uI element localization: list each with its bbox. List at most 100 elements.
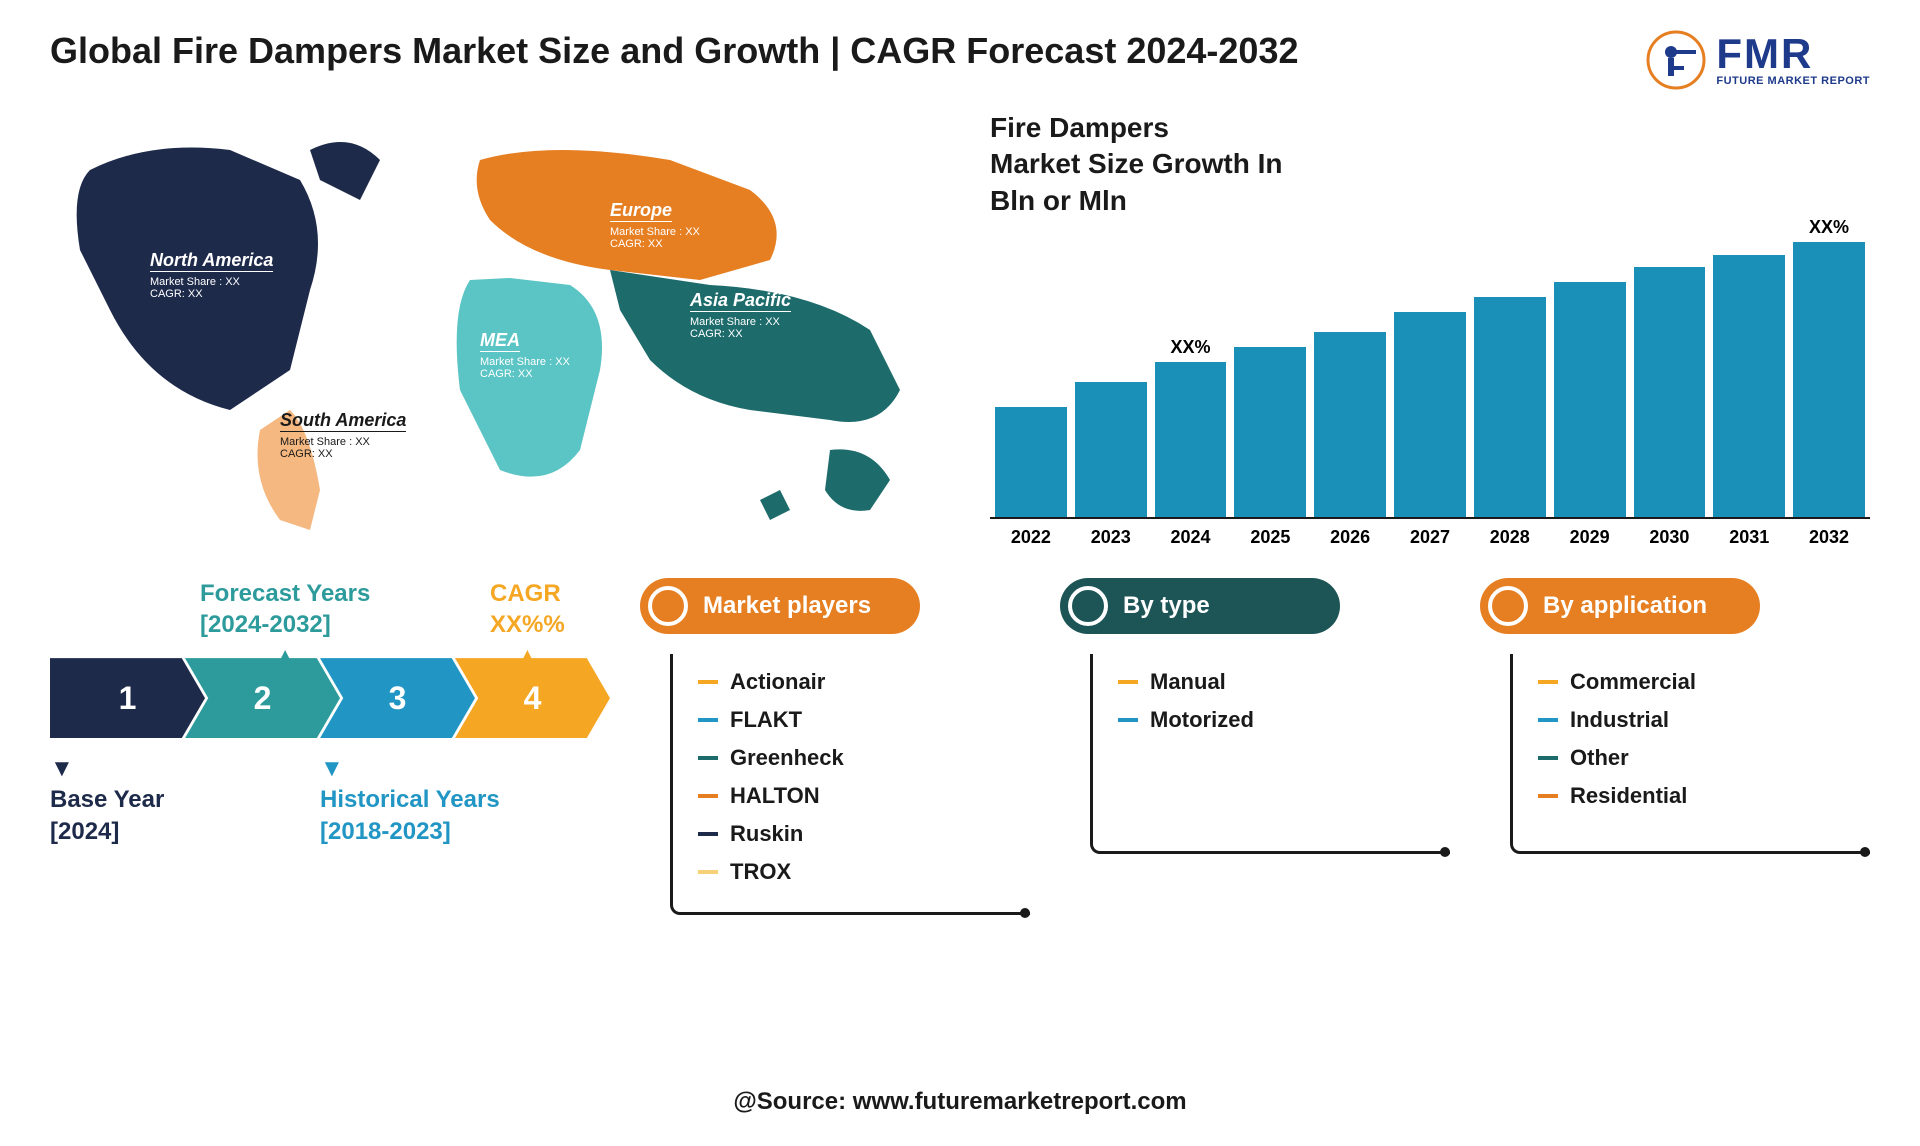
bar-2023 [1075,382,1147,517]
x-tick-2022: 2022 [995,527,1067,548]
region-label-south-america: South AmericaMarket Share : XXCAGR: XX [280,410,406,460]
bar-2031 [1713,255,1785,517]
bar-2026 [1314,332,1386,517]
swatch-icon [1538,680,1558,684]
segment-item: Other [1538,745,1870,771]
x-axis-labels: 2022202320242025202620272028202920302031… [990,519,1870,548]
pill-dot-icon [648,586,688,626]
forecast-label: Forecast Years [2024-2032] ▲ [200,578,370,672]
segments: Market players Actionair FLAKT Greenheck HAL… [640,578,1870,915]
segment-market-players: Market players Actionair FLAKT Greenheck HAL… [640,578,1030,915]
chevron-2: 2 [185,658,340,738]
segment-item: Manual [1118,669,1450,695]
x-tick-2026: 2026 [1314,527,1386,548]
bar-2022 [995,407,1067,517]
bar-rect [1554,282,1626,517]
bar-2030 [1634,267,1706,517]
bar-annotation-2024: XX% [1171,337,1211,358]
segment-item-label: Greenheck [730,745,844,771]
source-attribution: @Source: www.futuremarketreport.com [733,1088,1186,1116]
chevron-row: 1234 [50,658,610,738]
logo-icon [1646,30,1706,90]
bar-2032: XX% [1793,242,1865,517]
logo: FMR FUTURE MARKET REPORT [1646,30,1870,90]
segment-item-label: Ruskin [730,821,803,847]
segment-item: TROX [698,859,1030,885]
x-tick-2031: 2031 [1713,527,1785,548]
bar-rect [1234,347,1306,517]
region-label-mea: MEAMarket Share : XXCAGR: XX [480,330,570,380]
historical-label: ▼ Historical Years [2018-2023] [320,753,500,847]
bar-2029 [1554,282,1626,517]
logo-subtitle: FUTURE MARKET REPORT [1716,75,1870,87]
x-tick-2030: 2030 [1634,527,1706,548]
swatch-icon [1118,718,1138,722]
bar-rect [1793,242,1865,517]
segment-item-label: Actionair [730,669,825,695]
segment-item-label: FLAKT [730,707,802,733]
bar-rect [995,407,1067,517]
swatch-icon [1538,718,1558,722]
bottom-section: Forecast Years [2024-2032] ▲ CAGR XX%% ▲… [50,578,1870,915]
segment-item-label: Motorized [1150,707,1254,733]
top-section: North AmericaMarket Share : XXCAGR: XX So… [50,110,1870,548]
segment-item-label: Industrial [1570,707,1669,733]
swatch-icon [698,680,718,684]
bar-rect [1075,382,1147,517]
segment-item: Greenheck [698,745,1030,771]
world-map: North AmericaMarket Share : XXCAGR: XX So… [50,110,950,530]
bar-rect [1155,362,1227,517]
segment-item: Industrial [1538,707,1870,733]
pill-dot-icon [1068,586,1108,626]
segment-item: Actionair [698,669,1030,695]
bar-2024: XX% [1155,362,1227,517]
logo-fmr-text: FMR [1716,33,1870,75]
pill-dot-icon [1488,586,1528,626]
bar-2025 [1234,347,1306,517]
chart-title: Fire Dampers Market Size Growth In Bln o… [990,110,1870,219]
region-label-north-america: North AmericaMarket Share : XXCAGR: XX [150,250,273,300]
segment-body: Manual Motorized [1090,654,1450,854]
swatch-icon [698,794,718,798]
segment-item-label: HALTON [730,783,820,809]
bar-rect [1474,297,1546,517]
bar-2027 [1394,312,1466,517]
bar-rect [1314,332,1386,517]
region-label-europe: EuropeMarket Share : XXCAGR: XX [610,200,700,250]
segment-pill: By application [1480,578,1760,634]
segment-title: Market players [703,592,871,620]
map-svg [50,110,950,530]
x-tick-2025: 2025 [1234,527,1306,548]
region-label-asia-pacific: Asia PacificMarket Share : XXCAGR: XX [690,290,791,340]
x-tick-2028: 2028 [1474,527,1546,548]
page-title: Global Fire Dampers Market Size and Grow… [50,30,1299,72]
timeline: Forecast Years [2024-2032] ▲ CAGR XX%% ▲… [50,578,610,915]
segment-item-label: Commercial [1570,669,1696,695]
segment-item-label: Residential [1570,783,1687,809]
segment-item: Ruskin [698,821,1030,847]
segment-item: HALTON [698,783,1030,809]
chevron-1: 1 [50,658,205,738]
swatch-icon [698,756,718,760]
segment-pill: Market players [640,578,920,634]
chevron-4: 4 [455,658,610,738]
swatch-icon [1538,756,1558,760]
segment-item: Motorized [1118,707,1450,733]
base-year-label: ▼ Base Year [2024] [50,753,164,847]
bar-rect [1634,267,1706,517]
x-tick-2024: 2024 [1155,527,1227,548]
segment-item-label: TROX [730,859,791,885]
swatch-icon [1118,680,1138,684]
segment-body: Commercial Industrial Other Residential [1510,654,1870,854]
x-tick-2029: 2029 [1554,527,1626,548]
segment-by-application: By application Commercial Industrial Other R… [1480,578,1870,915]
bar-chart: Fire Dampers Market Size Growth In Bln o… [990,110,1870,548]
x-tick-2023: 2023 [1075,527,1147,548]
segment-body: Actionair FLAKT Greenheck HALTON Ruskin TROX [670,654,1030,915]
swatch-icon [698,870,718,874]
segment-by-type: By type Manual Motorized [1060,578,1450,915]
segment-title: By type [1123,592,1210,620]
x-tick-2032: 2032 [1793,527,1865,548]
segment-item: Residential [1538,783,1870,809]
swatch-icon [698,832,718,836]
